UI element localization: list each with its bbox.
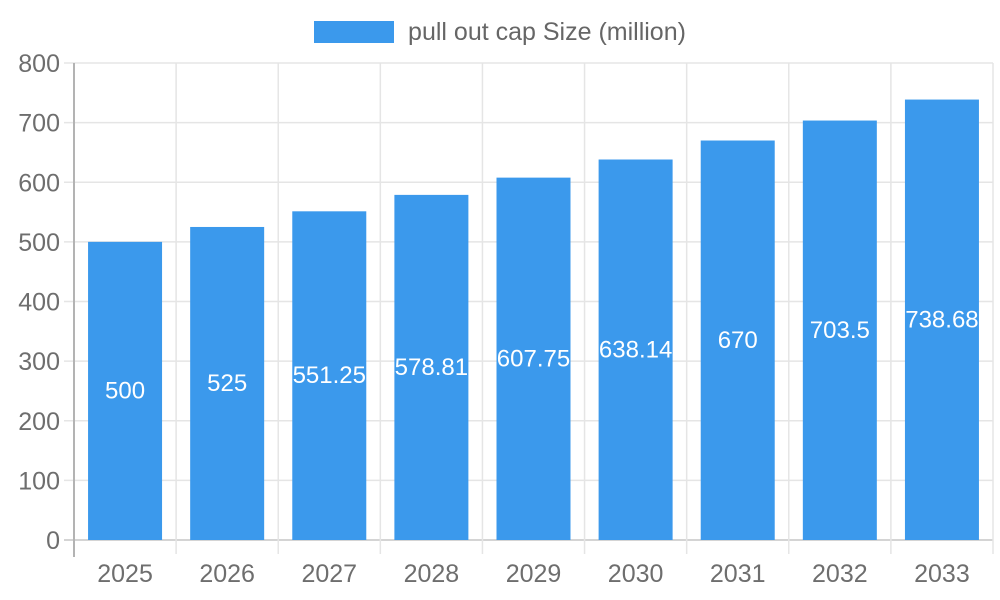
bar-value-label: 578.81 xyxy=(395,354,468,381)
x-tick-label: 2032 xyxy=(812,560,868,588)
bar-2029 xyxy=(496,177,571,540)
y-tick-label: 800 xyxy=(18,50,60,78)
bar-2032 xyxy=(802,120,877,541)
y-tick-label: 600 xyxy=(18,169,60,197)
bar-2028 xyxy=(394,194,469,541)
x-tick-label: 2033 xyxy=(914,560,970,588)
x-tick-label: 2025 xyxy=(97,560,153,588)
x-tick-label: 2029 xyxy=(506,560,562,588)
bar-value-label: 738.68 xyxy=(905,306,978,333)
y-tick-label: 0 xyxy=(46,527,60,555)
bar-2030 xyxy=(598,159,673,540)
bar-value-label: 638.14 xyxy=(599,336,672,363)
bar-2033 xyxy=(904,99,979,541)
x-tick-label: 2030 xyxy=(608,560,664,588)
x-tick-label: 2028 xyxy=(404,560,460,588)
bar-value-label: 703.5 xyxy=(810,317,870,344)
x-tick-label: 2026 xyxy=(199,560,255,588)
chart-legend-item[interactable]: pull out cap Size (million) xyxy=(0,18,1000,46)
y-tick-label: 200 xyxy=(18,408,60,436)
bar-2031 xyxy=(700,140,775,540)
bar-value-label: 525 xyxy=(207,370,247,397)
x-tick-label: 2027 xyxy=(301,560,357,588)
bar-value-label: 670 xyxy=(718,327,758,354)
legend-label: pull out cap Size (million) xyxy=(408,18,686,46)
bar-2027 xyxy=(292,211,367,540)
bar-2025 xyxy=(88,241,163,540)
y-tick-label: 500 xyxy=(18,229,60,257)
bar-value-label: 551.25 xyxy=(293,362,366,389)
bar-2026 xyxy=(190,226,265,540)
y-tick-label: 700 xyxy=(18,110,60,138)
bar-value-label: 500 xyxy=(105,377,145,404)
y-tick-label: 100 xyxy=(18,467,60,495)
bar-value-label: 607.75 xyxy=(497,345,570,372)
x-tick-label: 2031 xyxy=(710,560,766,588)
y-tick-label: 300 xyxy=(18,348,60,376)
legend-swatch xyxy=(314,21,395,43)
y-tick-label: 400 xyxy=(18,289,60,317)
